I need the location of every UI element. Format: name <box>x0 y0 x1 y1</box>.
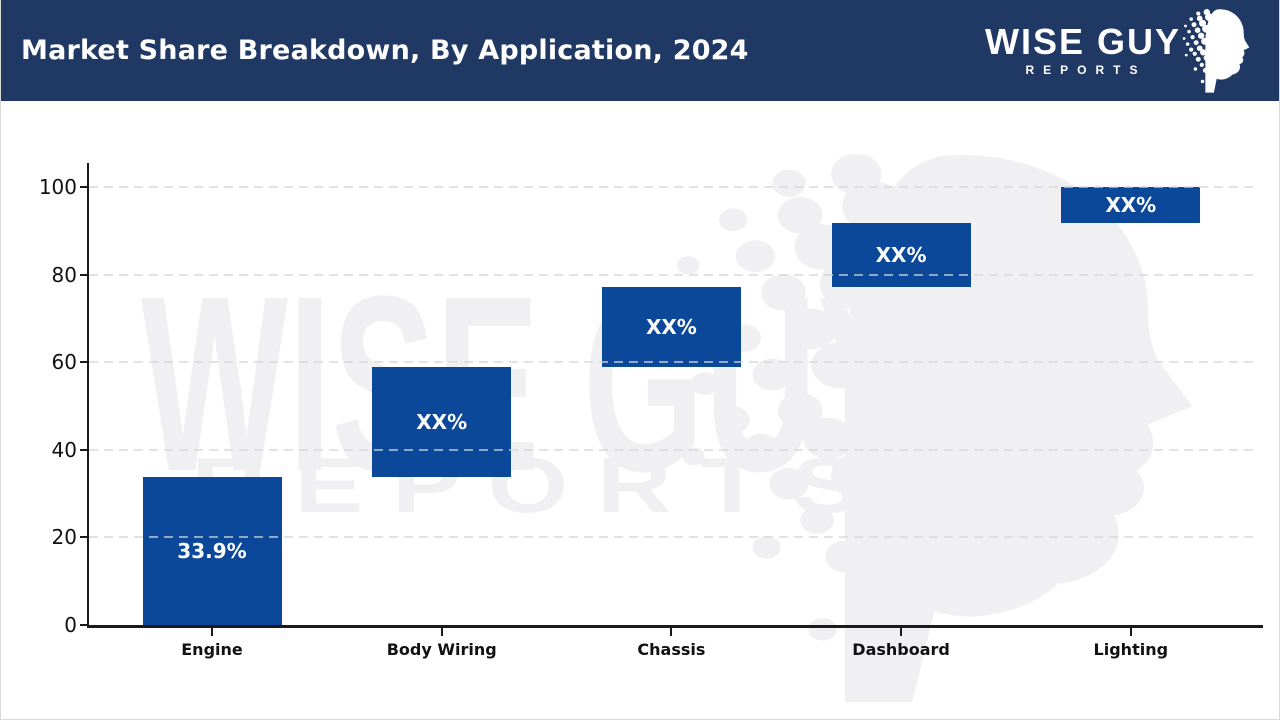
y-tick-label: 100 <box>38 175 77 199</box>
x-axis-label: Lighting <box>1093 640 1169 659</box>
x-tick-mark <box>1129 628 1132 636</box>
y-tick-mark <box>80 186 87 188</box>
y-tick-label: 80 <box>51 262 77 287</box>
y-axis-line <box>87 163 89 628</box>
y-tick-mark <box>80 624 87 626</box>
y-tick-label: 40 <box>51 437 77 462</box>
x-tick-mark <box>440 628 443 636</box>
bar: XX% <box>601 287 741 368</box>
y-tick-mark <box>80 536 87 539</box>
y-gridline <box>89 448 1254 451</box>
bar-value-label: 33.9% <box>177 538 247 563</box>
bar-value-label: XX% <box>875 243 927 268</box>
x-axis-label: Body Wiring <box>386 640 497 659</box>
chart-title: Market Share Breakdown, By Application, … <box>21 35 749 66</box>
y-tick-mark <box>80 448 87 451</box>
bar-value-label: XX% <box>416 409 468 434</box>
brand-subtitle: REPORTS <box>1025 63 1147 77</box>
bar: XX% <box>831 223 971 288</box>
brand-text: WISE GUY REPORTS <box>984 21 1181 78</box>
x-axis-line <box>87 625 1263 628</box>
y-gridline <box>89 536 1254 539</box>
y-tick-mark <box>80 273 87 276</box>
x-axis-label: Engine <box>181 640 243 659</box>
bar: 33.9% <box>142 476 282 625</box>
y-gridline <box>89 273 1254 276</box>
y-tick-label: 20 <box>51 525 77 550</box>
header: Market Share Breakdown, By Application, … <box>1 0 1279 101</box>
bar: XX% <box>372 367 512 477</box>
background-watermark: WISE GUY R E P O R T S <box>141 153 1193 703</box>
brand-name: WISE GUY <box>984 21 1181 62</box>
bar: XX% <box>1061 187 1201 224</box>
x-tick-mark <box>211 628 213 636</box>
brand-logo: WISE GUY REPORTS <box>985 8 1255 94</box>
x-tick-mark <box>900 628 903 636</box>
brand-face-icon <box>1182 8 1250 93</box>
x-tick-mark <box>670 628 673 636</box>
bar-value-label: XX% <box>645 315 697 340</box>
y-tick-mark <box>80 361 87 364</box>
y-tick-label: 0 <box>64 613 77 637</box>
bar-value-label: XX% <box>1105 193 1157 218</box>
y-gridline <box>89 361 1254 364</box>
x-axis-label: Chassis <box>637 640 706 659</box>
y-gridline <box>89 186 1254 188</box>
x-axis-label: Dashboard <box>852 640 950 659</box>
y-tick-label: 60 <box>51 350 77 375</box>
